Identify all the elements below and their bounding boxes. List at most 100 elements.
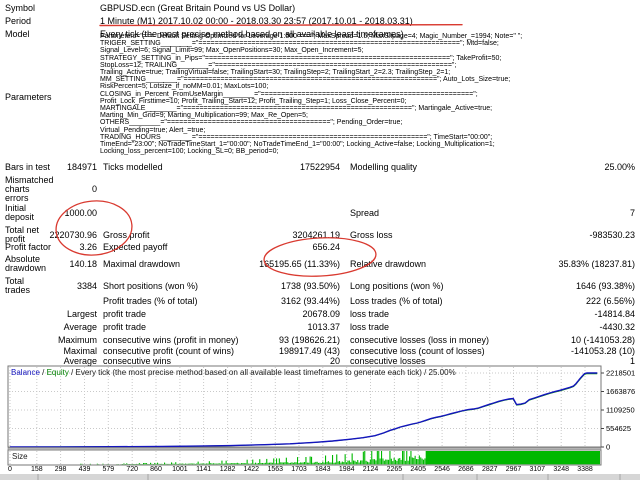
stats-cell: Absolute drawdown bbox=[5, 254, 47, 273]
stats-cell: 25.00% bbox=[604, 162, 635, 172]
stats-cell: profit trade bbox=[103, 322, 147, 332]
y-axis-label: 2218501 bbox=[606, 369, 635, 378]
x-axis-label: 860 bbox=[150, 466, 162, 473]
parameter-line: Signal_Level=6; Signal_Limit=99; Max_Ope… bbox=[100, 47, 364, 55]
info-row-symbol: Symbol GBPUSD.ecn (Great Britain Pound vs… bbox=[0, 3, 640, 15]
chart-splitter[interactable] bbox=[7, 447, 602, 451]
stats-cell: Gross loss bbox=[350, 230, 393, 240]
stats-cell: 3204261.19 bbox=[292, 230, 340, 240]
x-axis-label: 2546 bbox=[434, 466, 450, 473]
x-axis-label: 439 bbox=[79, 466, 91, 473]
x-axis-label: 579 bbox=[102, 466, 114, 473]
stats-cell: 2220730.96 bbox=[49, 230, 97, 240]
stats-cell: 1000.00 bbox=[64, 208, 97, 218]
x-axis-label: 2967 bbox=[506, 466, 522, 473]
stats-cell: consecutive profit (count of wins) bbox=[103, 346, 235, 356]
parameter-line: Parameters="=== Default Setting Optimize… bbox=[100, 33, 523, 40]
stats-cell: consecutive losses bbox=[350, 356, 426, 366]
balance-line bbox=[9, 372, 598, 448]
legend-description: / Every tick (the most precise method ba… bbox=[68, 368, 456, 377]
parameter-line: RiskPercent=5; Lotsize_if_noMM=0.01; Max… bbox=[100, 83, 269, 91]
stats-cell: consecutive losses (loss in money) bbox=[350, 335, 490, 345]
chart-legend: Balance / Equity / Every tick (the most … bbox=[11, 368, 456, 377]
size-bars bbox=[80, 451, 600, 465]
x-axis-label: 2827 bbox=[482, 466, 498, 473]
parameter-line: CLOSING_in_Percent_FromUseMargin________… bbox=[100, 90, 478, 98]
stats-cell: Gross profit bbox=[103, 230, 150, 240]
y-axis-label: 1109250 bbox=[606, 406, 635, 415]
stats-cell: Ticks modelled bbox=[103, 162, 163, 172]
stats-cell: 140.18 bbox=[69, 259, 97, 269]
x-axis-label: 3248 bbox=[553, 466, 569, 473]
x-axis-label: 2405 bbox=[410, 466, 426, 473]
size-panel-label: Size bbox=[12, 452, 28, 461]
y-axis-label: 0 bbox=[606, 443, 610, 452]
parameter-line: Locking_loss_percent=100; Locking_SL=0; … bbox=[100, 148, 279, 156]
x-axis-label: 720 bbox=[126, 466, 138, 473]
balance-equity-chart[interactable] bbox=[7, 365, 602, 448]
y-axis-label: 554625 bbox=[606, 424, 631, 433]
stats-cell: 0 bbox=[91, 184, 97, 194]
x-axis-label: 298 bbox=[55, 466, 67, 473]
parameter-line: Profit_Lock_Firsttime=10; Profit_Trailin… bbox=[100, 97, 407, 105]
info-value: Every tick (the most precise method base… bbox=[100, 29, 404, 39]
stats-cell: loss trade bbox=[350, 309, 390, 319]
stats-cell: Average bbox=[63, 356, 97, 366]
x-axis-label: 1282 bbox=[220, 466, 236, 473]
info-label: Model bbox=[5, 29, 30, 39]
stats-cell: Maximum bbox=[57, 335, 97, 345]
parameter-line: TimeEnd="23:00"; NoTradeTimeStart_1="00:… bbox=[100, 141, 495, 148]
stats-cell: Profit trades (% of total) bbox=[103, 296, 198, 306]
stats-cell: Modelling quality bbox=[350, 162, 418, 172]
results-header-strip bbox=[0, 473, 640, 480]
parameter-line: OTHERS________="========================… bbox=[100, 119, 403, 127]
info-label: Period bbox=[5, 16, 32, 26]
stats-cell: Profit factor bbox=[5, 242, 52, 252]
stats-cell: 17522954 bbox=[299, 162, 340, 172]
x-axis-label: 1843 bbox=[315, 466, 331, 473]
parameter-line: Marting_Min_Grid=9; Marting_Multiplicati… bbox=[100, 112, 308, 120]
x-axis-label: 3107 bbox=[530, 466, 546, 473]
x-axis-label: 1563 bbox=[268, 466, 284, 473]
parameter-line: Virtual_Pending=true; Alert_=true; bbox=[100, 126, 206, 134]
stats-cell: Largest bbox=[66, 309, 97, 319]
info-label: Symbol bbox=[5, 3, 36, 13]
x-axis-label: 3388 bbox=[577, 466, 593, 473]
x-axis-label: 1422 bbox=[244, 466, 260, 473]
stats-cell: Long positions (won %) bbox=[350, 281, 444, 291]
stats-cell: -4430.32 bbox=[599, 322, 635, 332]
stats-cell: consecutive wins (profit in money) bbox=[103, 335, 239, 345]
stats-cell: Bars in test bbox=[5, 162, 51, 172]
stats-cell: Maximal drawdown bbox=[103, 259, 181, 269]
x-axis-label: 2124 bbox=[363, 466, 379, 473]
y-axis-label: 1663876 bbox=[606, 387, 635, 396]
stats-cell: 222 (6.56%) bbox=[585, 296, 635, 306]
info-row-model: Model Every tick (the most precise method… bbox=[0, 29, 640, 41]
red-circle-annotation-2 bbox=[263, 237, 377, 277]
parameters-label: Parameters bbox=[5, 92, 52, 102]
stats-cell: Total trades bbox=[5, 276, 31, 295]
red-circle-annotation-1 bbox=[55, 200, 133, 256]
stats-cell: 35.83% (18237.81) bbox=[558, 259, 635, 269]
stats-cell: -983530.23 bbox=[589, 230, 635, 240]
stats-cell: 7 bbox=[629, 208, 635, 218]
x-axis-label: 2686 bbox=[458, 466, 474, 473]
parameter-line: STRATEGY_SETTING_in_Pips="==============… bbox=[100, 54, 502, 62]
stats-cell: 184971 bbox=[66, 162, 97, 172]
stats-cell: 93 (198626.21) bbox=[278, 335, 340, 345]
legend-equity-label: Equity bbox=[46, 368, 69, 377]
stats-cell: loss trade bbox=[350, 322, 390, 332]
stats-cell: Maximal bbox=[63, 346, 97, 356]
parameter-line: MARTINGALE________="====================… bbox=[100, 105, 493, 112]
x-axis-label: 1984 bbox=[339, 466, 355, 473]
info-value: GBPUSD.ecn (Great Britain Pound vs US Do… bbox=[100, 3, 296, 13]
period-underline-annotation bbox=[99, 24, 463, 27]
stats-cell: consecutive loss (count of losses) bbox=[350, 346, 485, 356]
x-axis-label: 2265 bbox=[387, 466, 403, 473]
stats-cell: Total net profit bbox=[5, 225, 40, 244]
stats-cell: 1 bbox=[629, 356, 635, 366]
info-row-period: Period 1 Minute (M1) 2017.10.02 00:00 - 2… bbox=[0, 16, 640, 28]
x-axis-label: 158 bbox=[31, 466, 43, 473]
stats-cell: 198917.49 (43) bbox=[278, 346, 340, 356]
